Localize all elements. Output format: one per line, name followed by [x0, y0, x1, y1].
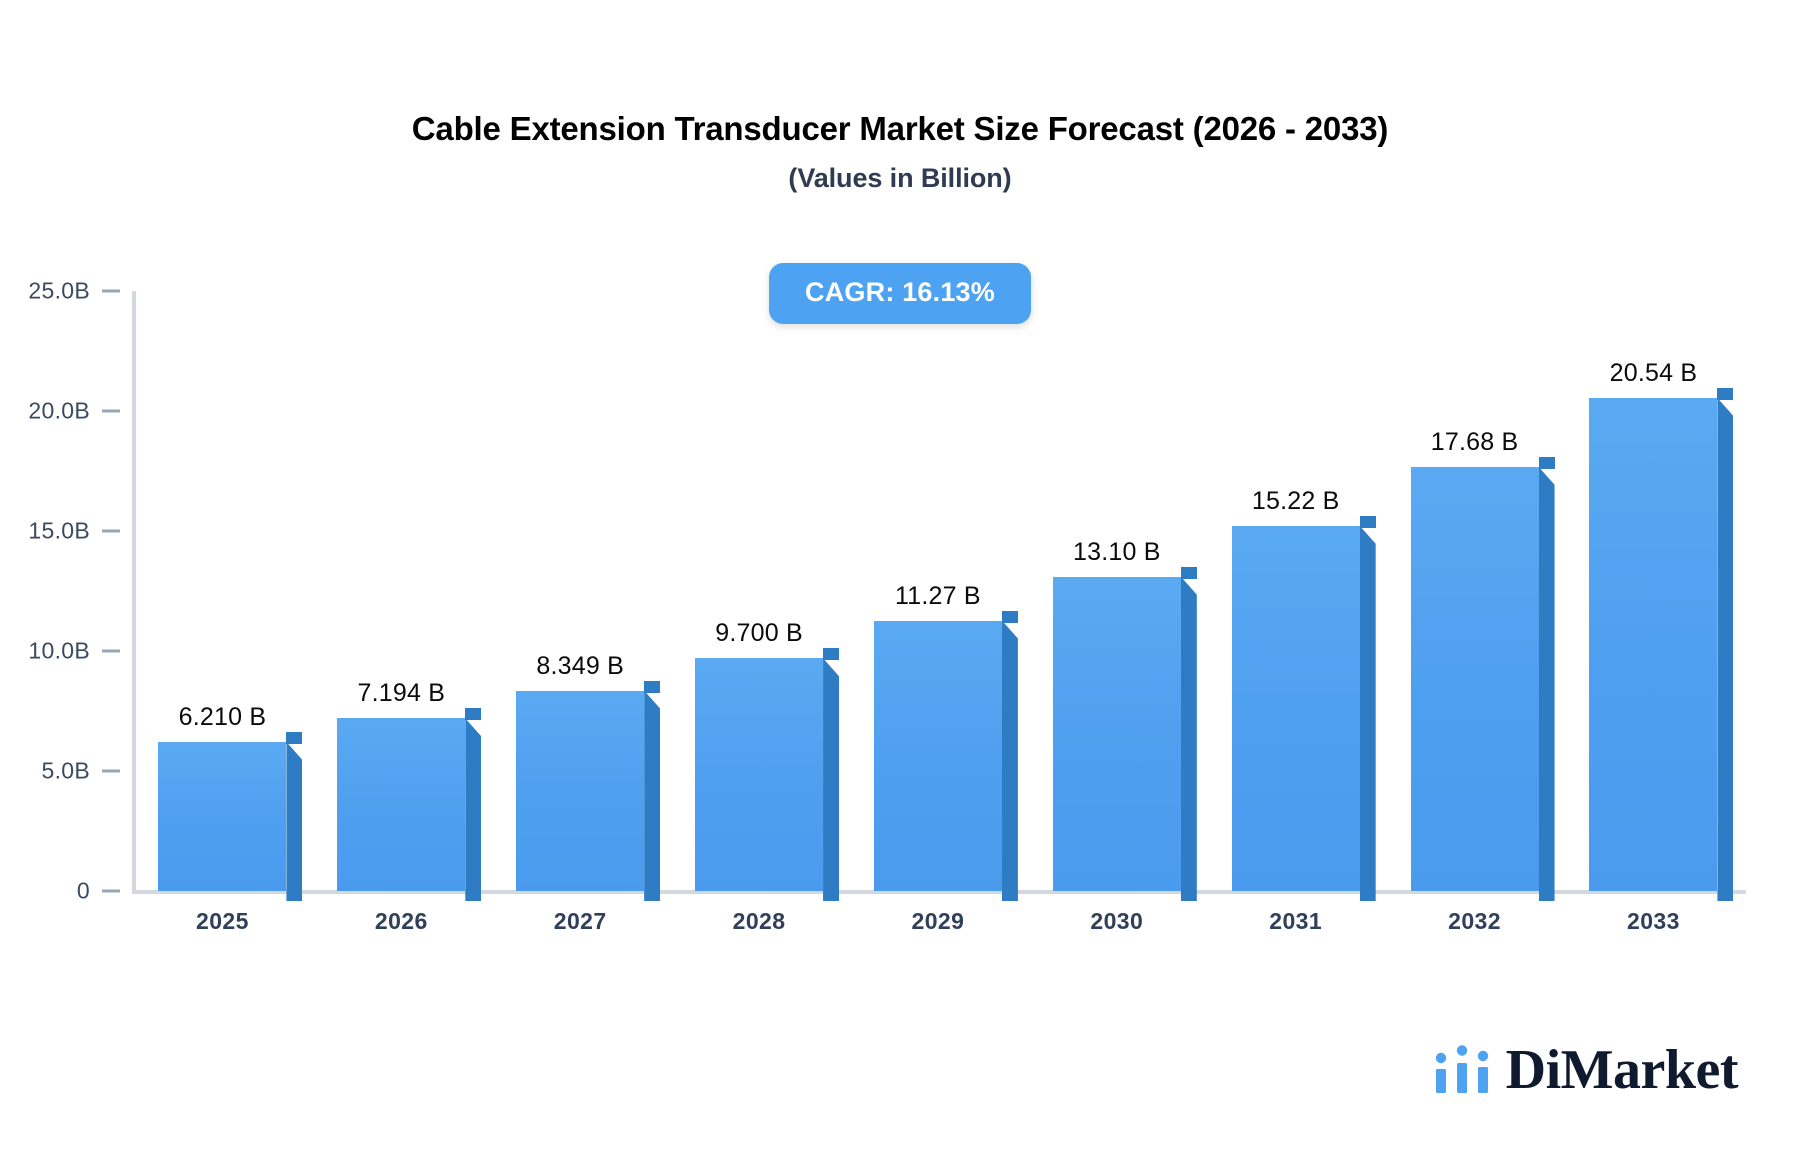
- bar-side-face: [286, 741, 303, 901]
- bar-front-face: [1052, 576, 1181, 891]
- bar-side-face: [823, 658, 840, 901]
- bar-slot: 11.27 B: [849, 291, 1028, 901]
- bar-side-face: [644, 690, 661, 901]
- y-axis-tick-label: 5.0B: [41, 757, 90, 784]
- y-axis-tick: 15.0B: [0, 518, 133, 545]
- x-axis-tick-label: 2033: [1627, 908, 1680, 934]
- chart-subtitle: (Values in Billion): [788, 163, 1012, 194]
- bar-chart-icon: [1435, 1045, 1488, 1093]
- x-axis-tick-label: 2026: [374, 908, 428, 934]
- bar-top-face: [1717, 388, 1734, 401]
- y-axis-tick-mark: [102, 649, 120, 653]
- bar-top-face: [1180, 566, 1197, 579]
- x-axis-tick-label: 2029: [911, 908, 965, 934]
- y-axis-tick-label: 0: [76, 877, 90, 904]
- dimarket-logo: DiMarket: [1434, 1039, 1739, 1101]
- x-axis-labels: 2025 2026 2027 2028 2029 2030 2031 2032 2033: [133, 908, 1743, 935]
- bar-front-face: [1410, 466, 1539, 891]
- bar-slot: 7.194 B: [312, 291, 491, 901]
- y-axis-tick-label: 20.0B: [28, 397, 90, 424]
- y-axis-tick-mark: [102, 529, 120, 533]
- bar-top-face: [1001, 610, 1018, 623]
- bar[interactable]: 7.194 B: [337, 679, 482, 901]
- bar-slot: 9.700 B: [670, 291, 849, 901]
- bar-slot: 20.54 B: [1564, 291, 1743, 901]
- cagr-badge: CAGR: 16.13%: [769, 263, 1031, 324]
- y-axis-tick-mark: [102, 289, 120, 293]
- y-axis-tick: 20.0B: [0, 398, 133, 425]
- y-axis-tick-label: 10.0B: [28, 637, 90, 664]
- y-axis-tick-mark: [102, 409, 120, 413]
- bar[interactable]: 11.27 B: [873, 582, 1018, 901]
- bar-side-face: [1538, 466, 1555, 901]
- bar-value-label: 9.700 B: [715, 619, 803, 648]
- bar-value-label: 17.68 B: [1430, 427, 1519, 456]
- bar-top-face: [465, 708, 482, 721]
- bar-slot: 8.349 B: [491, 291, 670, 901]
- x-axis-tick-label: 2031: [1269, 908, 1323, 934]
- bar-slot: 13.10 B: [1027, 291, 1206, 901]
- bar[interactable]: 9.700 B: [695, 619, 840, 901]
- y-axis-tick-mark: [102, 769, 120, 773]
- bar-front-face: [516, 690, 645, 891]
- bar-value-label: 13.10 B: [1073, 537, 1161, 566]
- bar-front-face: [695, 658, 824, 891]
- y-axis-tick: 0: [0, 878, 133, 905]
- bar-slot: 15.22 B: [1206, 291, 1385, 901]
- y-axis-tick: 25.0B: [0, 278, 133, 305]
- bar-value-label: 6.210 B: [178, 702, 267, 731]
- bar-value-label: 15.22 B: [1251, 486, 1340, 515]
- bar-value-label: 8.349 B: [536, 651, 624, 680]
- y-axis-tick-mark: [102, 889, 120, 893]
- bar-front-face: [1589, 398, 1718, 891]
- bar-value-label: 11.27 B: [895, 581, 981, 610]
- bar-front-face: [158, 741, 287, 891]
- bar-value-label: 7.194 B: [357, 679, 446, 708]
- x-axis-tick-label: 2025: [196, 908, 249, 934]
- bar[interactable]: 13.10 B: [1052, 538, 1197, 901]
- plot-area: 25.0B 20.0B 15.0B 10.0B 5.0B 0 6.210 B 7.194 B…: [28, 278, 1746, 904]
- x-axis-line: [132, 890, 1746, 894]
- page-title: Cable Extension Transducer Market Size F…: [411, 110, 1389, 147]
- y-axis-tick-label: 25.0B: [28, 277, 90, 304]
- bar-side-face: [1717, 398, 1734, 901]
- bar-front-face: [337, 718, 466, 891]
- x-axis-tick-label: 2028: [732, 908, 786, 934]
- x-axis-tick-label: 2030: [1090, 908, 1144, 934]
- bar[interactable]: 8.349 B: [516, 652, 661, 901]
- bar[interactable]: 15.22 B: [1231, 487, 1376, 901]
- bar-top-face: [1538, 456, 1555, 469]
- y-axis-tick: 5.0B: [0, 758, 133, 785]
- y-axis-tick: 10.0B: [0, 638, 133, 665]
- bar-series: 6.210 B 7.194 B 8.349 B 9.700 B 11.27 B 13.10…: [133, 291, 1743, 901]
- bar-side-face: [465, 718, 482, 901]
- bar[interactable]: 6.210 B: [158, 703, 303, 901]
- title-block: Cable Extension Transducer Market Size F…: [0, 108, 1800, 194]
- bar-top-face: [644, 680, 661, 693]
- bar-side-face: [1001, 620, 1018, 901]
- bar-slot: 6.210 B: [133, 291, 312, 901]
- logo-text: DiMarket: [1505, 1039, 1739, 1101]
- bar-slot: 17.68 B: [1385, 291, 1564, 901]
- bar-side-face: [1180, 576, 1197, 901]
- y-axis-tick-label: 15.0B: [28, 517, 90, 544]
- bar-front-face: [1231, 525, 1360, 891]
- bar-side-face: [1359, 525, 1376, 901]
- bar-top-face: [823, 648, 840, 661]
- bar-top-face: [286, 731, 303, 744]
- bar[interactable]: 17.68 B: [1410, 428, 1555, 901]
- bar-value-label: 20.54 B: [1609, 359, 1698, 388]
- bar-top-face: [1359, 515, 1376, 528]
- bar[interactable]: 20.54 B: [1589, 359, 1734, 901]
- x-axis-tick-label: 2027: [553, 908, 607, 934]
- x-axis-tick-label: 2032: [1448, 908, 1501, 934]
- bar-front-face: [873, 620, 1002, 891]
